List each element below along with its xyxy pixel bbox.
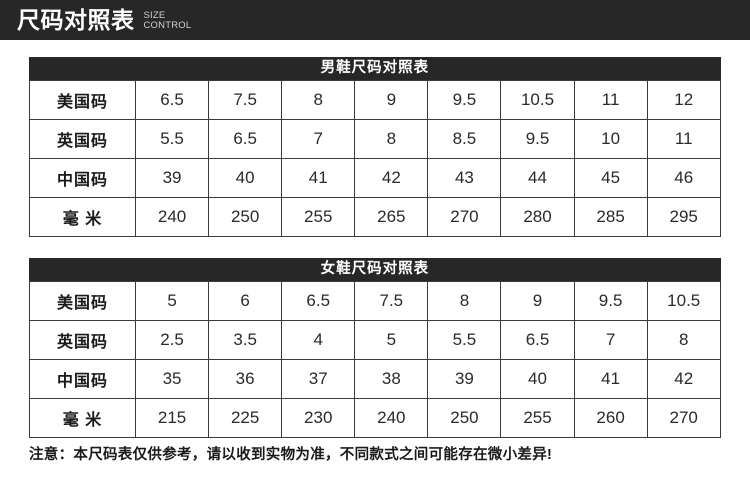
disclaimer-note: 注意：本尺码表仅供参考，请以收到实物为准，不同款式之间可能存在微小差异! <box>29 447 553 463</box>
cell: 6.5 <box>281 281 356 321</box>
cell: 46 <box>646 158 721 198</box>
row-label-mm: 毫 米 <box>29 398 136 438</box>
cell: 215 <box>134 398 210 438</box>
cell: 6.5 <box>500 320 575 360</box>
page-subtitle: SIZE CONTROL <box>144 9 192 32</box>
cell: 6.5 <box>134 80 210 120</box>
row-label-us: 美国码 <box>29 80 136 120</box>
mens-size-table: 男鞋尺码对照表 美国码 6.5 7.5 8 9 9.5 10.5 11 12 英… <box>29 57 721 237</box>
cell: 295 <box>646 197 721 237</box>
cell: 7.5 <box>208 80 283 120</box>
cell: 8.5 <box>427 119 502 159</box>
cell: 43 <box>427 158 502 198</box>
cell: 4 <box>281 320 356 360</box>
cell: 5.5 <box>134 119 210 159</box>
table-row: 美国码 6.5 7.5 8 9 9.5 10.5 11 12 <box>29 80 721 120</box>
cell: 11 <box>646 119 721 159</box>
cell: 42 <box>354 158 429 198</box>
table-row: 美国码 5 6 6.5 7.5 8 9 9.5 10.5 <box>29 281 721 321</box>
cell: 3.5 <box>208 320 283 360</box>
cell: 10 <box>573 119 648 159</box>
row-label-us: 美国码 <box>29 281 136 321</box>
cell: 10.5 <box>500 80 575 120</box>
cell: 265 <box>354 197 429 237</box>
cell: 225 <box>208 398 283 438</box>
cell: 240 <box>354 398 429 438</box>
subtitle-line-size: SIZE <box>143 9 166 21</box>
cell: 39 <box>134 158 210 198</box>
cell: 42 <box>646 359 721 399</box>
cell: 240 <box>134 197 210 237</box>
cell: 260 <box>573 398 648 438</box>
table-row: 中国码 39 40 41 42 43 44 45 46 <box>29 158 721 198</box>
cell: 8 <box>354 119 429 159</box>
cell: 9.5 <box>573 281 648 321</box>
row-label-uk: 英国码 <box>29 320 136 360</box>
cell: 8 <box>427 281 502 321</box>
cell: 6.5 <box>208 119 283 159</box>
mens-table-body: 美国码 6.5 7.5 8 9 9.5 10.5 11 12 英国码 5.5 6… <box>29 80 721 237</box>
cell: 40 <box>208 158 283 198</box>
cell: 5 <box>354 320 429 360</box>
cell: 285 <box>573 197 648 237</box>
row-label-cn: 中国码 <box>29 158 136 198</box>
subtitle-line-control: CONTROL <box>143 20 192 31</box>
cell: 7.5 <box>354 281 429 321</box>
cell: 35 <box>134 359 210 399</box>
row-label-cn: 中国码 <box>29 359 136 399</box>
womens-table-caption: 女鞋尺码对照表 <box>29 258 721 281</box>
cell: 8 <box>281 80 356 120</box>
table-row: 毫 米 215 225 230 240 250 255 260 270 <box>29 398 721 438</box>
cell: 7 <box>573 320 648 360</box>
cell: 10.5 <box>646 281 721 321</box>
table-row: 毫 米 240 250 255 265 270 280 285 295 <box>29 197 721 237</box>
cell: 6 <box>208 281 283 321</box>
cell: 255 <box>281 197 356 237</box>
table-row: 英国码 2.5 3.5 4 5 5.5 6.5 7 8 <box>29 320 721 360</box>
page-banner: 尺码对照表 SIZE CONTROL <box>0 0 750 40</box>
cell: 230 <box>281 398 356 438</box>
table-row: 英国码 5.5 6.5 7 8 8.5 9.5 10 11 <box>29 119 721 159</box>
cell: 12 <box>646 80 721 120</box>
cell: 41 <box>573 359 648 399</box>
cell: 38 <box>354 359 429 399</box>
cell: 45 <box>573 158 648 198</box>
cell: 9.5 <box>427 80 502 120</box>
cell: 44 <box>500 158 575 198</box>
cell: 270 <box>427 197 502 237</box>
cell: 11 <box>573 80 648 120</box>
mens-table-caption: 男鞋尺码对照表 <box>29 57 721 80</box>
page-title: 尺码对照表 <box>17 7 135 33</box>
cell: 39 <box>427 359 502 399</box>
row-label-uk: 英国码 <box>29 119 136 159</box>
cell: 40 <box>500 359 575 399</box>
cell: 270 <box>646 398 721 438</box>
cell: 255 <box>500 398 575 438</box>
cell: 5 <box>134 281 210 321</box>
table-row: 中国码 35 36 37 38 39 40 41 42 <box>29 359 721 399</box>
cell: 2.5 <box>134 320 210 360</box>
cell: 250 <box>427 398 502 438</box>
cell: 9.5 <box>500 119 575 159</box>
row-label-mm: 毫 米 <box>29 197 136 237</box>
cell: 250 <box>208 197 283 237</box>
cell: 7 <box>281 119 356 159</box>
cell: 8 <box>646 320 721 360</box>
cell: 9 <box>500 281 575 321</box>
cell: 280 <box>500 197 575 237</box>
womens-size-table: 女鞋尺码对照表 美国码 5 6 6.5 7.5 8 9 9.5 10.5 英国码… <box>29 258 721 438</box>
cell: 36 <box>208 359 283 399</box>
cell: 37 <box>281 359 356 399</box>
womens-table-body: 美国码 5 6 6.5 7.5 8 9 9.5 10.5 英国码 2.5 3.5… <box>29 281 721 438</box>
cell: 5.5 <box>427 320 502 360</box>
cell: 41 <box>281 158 356 198</box>
cell: 9 <box>354 80 429 120</box>
